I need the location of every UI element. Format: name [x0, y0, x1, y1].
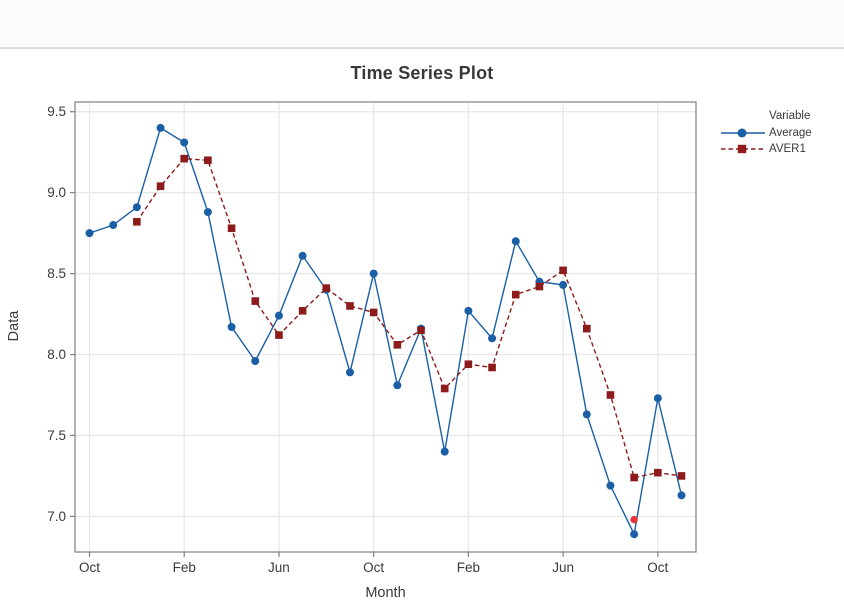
- y-tick-label: 7.5: [47, 428, 66, 443]
- average-marker[interactable]: [345, 368, 354, 377]
- aver1-marker[interactable]: [630, 473, 638, 482]
- average-marker[interactable]: [511, 237, 520, 246]
- aver1-marker[interactable]: [156, 182, 165, 190]
- aver1-marker[interactable]: [133, 217, 141, 226]
- average-marker[interactable]: [369, 269, 378, 278]
- average-marker[interactable]: [630, 530, 639, 539]
- aver1-marker[interactable]: [559, 266, 567, 275]
- x-tick-label: Oct: [647, 560, 668, 575]
- aver1-marker[interactable]: [606, 391, 615, 399]
- average-marker[interactable]: [132, 203, 141, 212]
- average-series-line: [89, 126, 683, 537]
- average-marker[interactable]: [582, 410, 591, 419]
- x-tick-label: Oct: [79, 560, 100, 575]
- aver1-marker[interactable]: [535, 282, 544, 291]
- aver1-marker[interactable]: [204, 156, 212, 165]
- x-tick-label: Feb: [173, 560, 196, 575]
- legend-label: AVER1: [769, 143, 806, 155]
- aver1-legend-sample-icon: [721, 144, 765, 154]
- x-tick-label: Oct: [363, 560, 384, 575]
- legend: Variable Average AVER1: [720, 110, 812, 157]
- average-marker[interactable]: [85, 229, 94, 238]
- average-marker[interactable]: [274, 311, 283, 320]
- average-marker[interactable]: [653, 394, 662, 403]
- x-tick-label: Jun: [552, 560, 574, 575]
- legend-item-average[interactable]: Average: [720, 125, 812, 141]
- y-tick-label: 9.5: [47, 104, 66, 119]
- top-separator-band: [0, 0, 844, 49]
- aver1-marker[interactable]: [322, 284, 331, 292]
- legend-title: Variable: [769, 110, 811, 122]
- y-tick-label: 8.0: [47, 347, 66, 362]
- aver1-marker[interactable]: [275, 331, 283, 339]
- average-marker[interactable]: [393, 381, 402, 390]
- average-marker[interactable]: [298, 251, 307, 260]
- aver1-marker[interactable]: [393, 341, 402, 349]
- average-marker[interactable]: [464, 306, 473, 315]
- aver1-series-line: [136, 157, 682, 479]
- average-marker[interactable]: [251, 356, 260, 365]
- chart-title: Time Series Plot: [350, 63, 494, 83]
- y-tick-label: 9.0: [47, 185, 66, 200]
- average-marker[interactable]: [677, 491, 686, 500]
- aver1-marker[interactable]: [677, 472, 686, 480]
- average-marker[interactable]: [440, 447, 449, 456]
- aver1-marker[interactable]: [251, 297, 260, 305]
- legend-label: Average: [769, 127, 812, 139]
- aver1-marker[interactable]: [440, 384, 449, 393]
- aver1-marker[interactable]: [654, 468, 662, 477]
- aver1-marker[interactable]: [346, 302, 354, 310]
- x-tick-label: Feb: [457, 560, 480, 575]
- aver1-marker[interactable]: [488, 363, 496, 372]
- aver1-marker[interactable]: [464, 360, 473, 369]
- aver1-marker[interactable]: [180, 154, 189, 163]
- average-marker[interactable]: [559, 280, 568, 289]
- average-marker[interactable]: [203, 208, 212, 217]
- legend-item-aver1[interactable]: AVER1: [720, 141, 812, 157]
- aver1-marker[interactable]: [298, 307, 307, 315]
- aver1-marker[interactable]: [582, 324, 591, 333]
- average-marker[interactable]: [156, 123, 165, 132]
- aver1-marker[interactable]: [417, 326, 425, 335]
- aver1-marker[interactable]: [369, 308, 378, 317]
- average-marker[interactable]: [180, 138, 189, 147]
- highlighted-point[interactable]: [630, 515, 638, 524]
- aver1-marker[interactable]: [511, 290, 520, 299]
- average-marker[interactable]: [488, 334, 497, 343]
- y-tick-label: 7.0: [47, 509, 66, 524]
- x-tick-label: Jun: [268, 560, 290, 575]
- average-marker[interactable]: [109, 221, 118, 230]
- y-axis-title: Data: [6, 310, 22, 342]
- y-tick-label: 8.5: [47, 266, 66, 281]
- x-axis-title: Month: [365, 585, 406, 601]
- average-legend-sample-icon: [721, 128, 765, 138]
- plot-border: [74, 101, 697, 553]
- average-marker[interactable]: [606, 481, 615, 490]
- average-marker[interactable]: [227, 323, 236, 331]
- aver1-marker[interactable]: [227, 224, 236, 233]
